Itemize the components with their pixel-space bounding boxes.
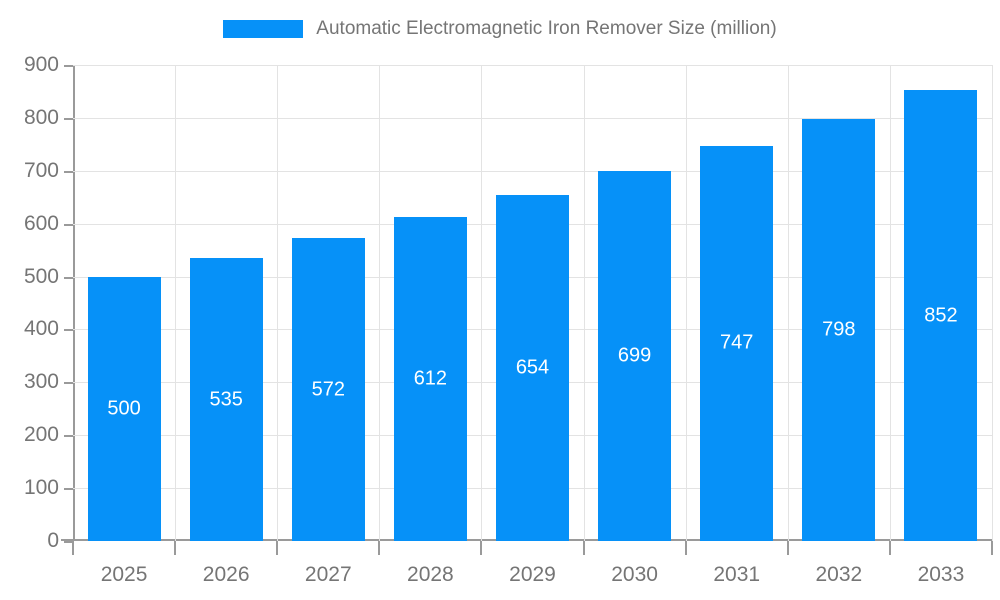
x-axis-tick-label: 2030 bbox=[611, 563, 658, 586]
bar-value-label: 747 bbox=[720, 331, 754, 354]
x-gridline bbox=[481, 65, 483, 541]
y-gridline bbox=[73, 117, 992, 119]
x-axis-tick-label: 2025 bbox=[100, 563, 148, 586]
x-axis-tick bbox=[786, 541, 789, 555]
y-axis-tick-label: 700 bbox=[23, 158, 59, 182]
legend: Automatic Electromagnetic Iron Remover S… bbox=[0, 18, 1000, 40]
y-axis-tick bbox=[64, 435, 73, 438]
x-axis-tick bbox=[991, 541, 993, 555]
bar-value-label: 500 bbox=[107, 397, 141, 420]
y-axis-tick bbox=[64, 329, 73, 332]
x-axis-tick-label: 2029 bbox=[509, 563, 556, 586]
x-axis-tick-label: 2026 bbox=[202, 563, 250, 586]
plot-area: 0 100 200 300 400 500 600 700 800 900 500 2025 535 20… bbox=[24, 53, 993, 586]
bar-2033: 852 bbox=[904, 90, 978, 541]
y-axis-tick-label: 200 bbox=[23, 423, 59, 447]
bar-value-label: 612 bbox=[413, 367, 448, 390]
bar-2032: 798 bbox=[802, 118, 876, 541]
y-gridline bbox=[73, 65, 992, 66]
x-gridline bbox=[889, 65, 891, 541]
y-axis-tick-label: 500 bbox=[23, 264, 59, 288]
x-gridline bbox=[992, 65, 993, 541]
y-axis-tick bbox=[64, 65, 73, 67]
y-axis-tick-label: 0 bbox=[47, 529, 59, 552]
bar-2027: 572 bbox=[291, 238, 365, 541]
x-gridline bbox=[175, 65, 177, 541]
y-axis-tick-label: 300 bbox=[23, 370, 59, 394]
x-axis-tick-label: 2032 bbox=[815, 563, 863, 586]
y-axis-tick bbox=[64, 541, 73, 543]
bar-2026: 535 bbox=[189, 258, 263, 541]
x-axis-tick bbox=[684, 541, 687, 555]
y-axis-tick-label: 600 bbox=[23, 211, 59, 235]
x-axis-tick-label: 2033 bbox=[917, 563, 965, 586]
y-gridline bbox=[73, 170, 992, 172]
y-axis-tick-label: 900 bbox=[23, 53, 59, 76]
x-gridline bbox=[379, 65, 381, 541]
x-gridline bbox=[277, 65, 279, 541]
bar-value-label: 654 bbox=[515, 356, 550, 379]
y-axis-tick bbox=[64, 488, 73, 491]
bar-2029: 654 bbox=[496, 195, 569, 541]
x-axis-tick-label: 2027 bbox=[304, 563, 352, 586]
x-axis-tick bbox=[276, 541, 279, 555]
x-axis-tick bbox=[480, 541, 483, 555]
y-axis-tick-label: 800 bbox=[23, 105, 59, 129]
bar-value-label: 535 bbox=[209, 388, 243, 411]
y-axis-tick bbox=[64, 170, 73, 173]
x-axis-tick bbox=[72, 541, 74, 555]
bar-2030: 699 bbox=[598, 171, 672, 541]
y-axis-tick bbox=[64, 382, 73, 385]
x-axis-tick bbox=[378, 541, 381, 555]
y-axis-tick-label: 100 bbox=[23, 476, 59, 500]
bar-2025: 500 bbox=[87, 276, 161, 541]
legend-swatch bbox=[223, 20, 304, 38]
bar-value-label: 572 bbox=[311, 378, 345, 401]
bar-value-label: 852 bbox=[924, 304, 958, 327]
x-gridline bbox=[787, 65, 789, 541]
y-axis-tick bbox=[64, 117, 73, 120]
legend-label: Automatic Electromagnetic Iron Remover S… bbox=[316, 18, 777, 39]
x-gridline bbox=[685, 65, 687, 541]
bar-2028: 612 bbox=[393, 217, 467, 541]
y-axis-tick-label: 400 bbox=[23, 317, 59, 341]
x-axis-tick bbox=[174, 541, 177, 555]
x-axis-tick bbox=[888, 541, 891, 555]
x-gridline bbox=[583, 65, 585, 541]
bar-value-label: 699 bbox=[617, 344, 652, 367]
y-axis-tick bbox=[64, 223, 73, 226]
y-axis-line bbox=[73, 65, 75, 541]
x-axis-tick bbox=[582, 541, 585, 555]
y-axis-tick bbox=[64, 276, 73, 279]
x-axis-tick-label: 2028 bbox=[407, 563, 454, 586]
x-axis-tick-label: 2031 bbox=[713, 563, 761, 586]
bar-2031: 747 bbox=[700, 145, 774, 541]
bar-value-label: 798 bbox=[822, 318, 856, 341]
